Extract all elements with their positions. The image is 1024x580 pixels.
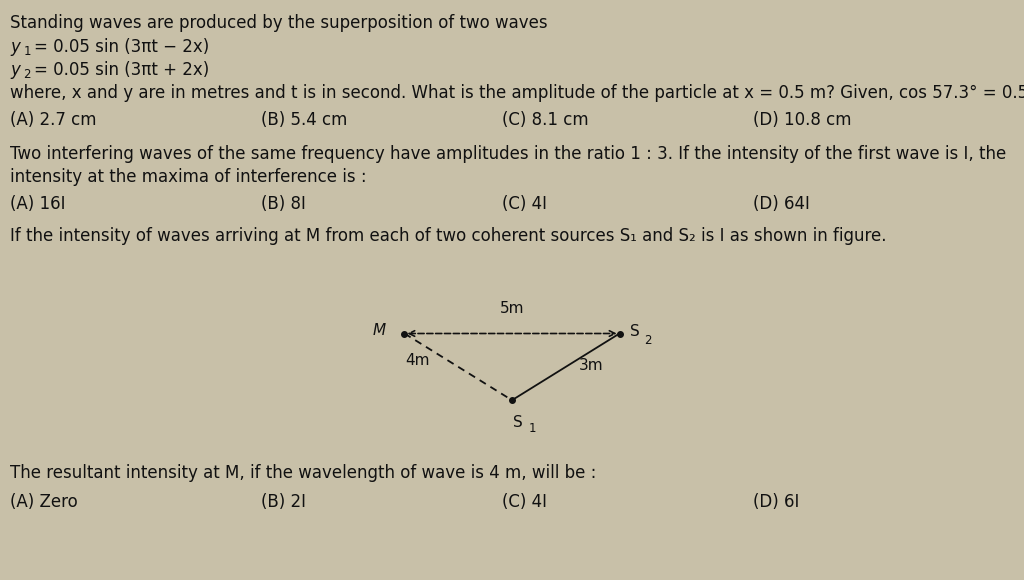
- Text: = 0.05 sin (3πt + 2x): = 0.05 sin (3πt + 2x): [34, 61, 209, 79]
- Text: S: S: [513, 415, 523, 430]
- Text: 1: 1: [24, 45, 31, 57]
- Text: = 0.05 sin (3πt − 2x): = 0.05 sin (3πt − 2x): [34, 38, 209, 56]
- Text: The resultant intensity at M, if the wavelength of wave is 4 m, will be :: The resultant intensity at M, if the wav…: [10, 464, 597, 482]
- Text: y: y: [10, 38, 20, 56]
- Text: intensity at the maxima of interference is :: intensity at the maxima of interference …: [10, 168, 367, 186]
- Text: (A) 2.7 cm: (A) 2.7 cm: [10, 111, 96, 129]
- Text: (A) 16I: (A) 16I: [10, 195, 66, 213]
- Text: (C) 8.1 cm: (C) 8.1 cm: [502, 111, 589, 129]
- Text: (D) 10.8 cm: (D) 10.8 cm: [753, 111, 851, 129]
- Text: 2: 2: [24, 68, 31, 81]
- Text: (B) 2I: (B) 2I: [261, 493, 306, 511]
- Text: 3m: 3m: [579, 358, 603, 373]
- Text: M: M: [373, 323, 386, 338]
- Text: (D) 6I: (D) 6I: [753, 493, 799, 511]
- Text: 5m: 5m: [500, 301, 524, 316]
- Text: 4m: 4m: [406, 353, 430, 368]
- Text: 2: 2: [644, 334, 651, 347]
- Text: where, x and y are in metres and t is in second. What is the amplitude of the pa: where, x and y are in metres and t is in…: [10, 84, 1024, 102]
- Text: (D) 64I: (D) 64I: [753, 195, 810, 213]
- Text: S: S: [630, 324, 640, 339]
- Text: (C) 4I: (C) 4I: [502, 195, 547, 213]
- Text: 1: 1: [528, 422, 537, 435]
- Text: Two interfering waves of the same frequency have amplitudes in the ratio 1 : 3. : Two interfering waves of the same freque…: [10, 145, 1007, 163]
- Text: (B) 5.4 cm: (B) 5.4 cm: [261, 111, 347, 129]
- Text: Standing waves are produced by the superposition of two waves: Standing waves are produced by the super…: [10, 14, 548, 32]
- Text: (B) 8I: (B) 8I: [261, 195, 306, 213]
- Text: (C) 4I: (C) 4I: [502, 493, 547, 511]
- Text: (A) Zero: (A) Zero: [10, 493, 78, 511]
- Text: If the intensity of waves arriving at M from each of two coherent sources S₁ and: If the intensity of waves arriving at M …: [10, 227, 887, 245]
- Text: y: y: [10, 61, 20, 79]
